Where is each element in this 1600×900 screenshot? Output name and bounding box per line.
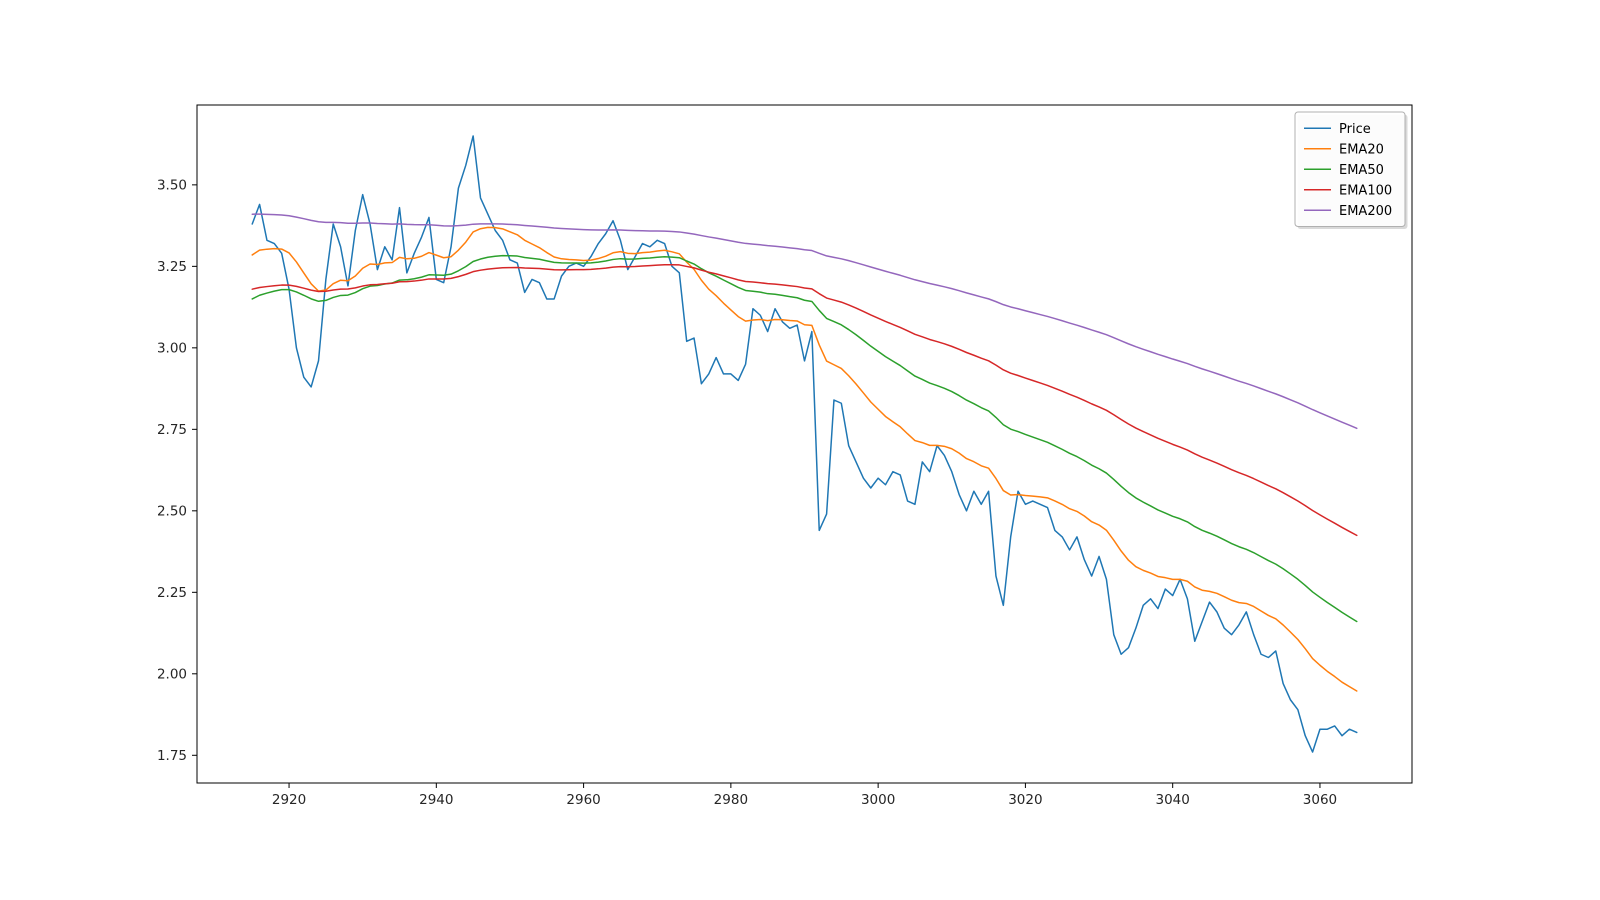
legend: Price EMA20 EMA50 EMA100 EMA200 — [1294, 111, 1408, 229]
y-tick-label: 3.50 — [157, 177, 187, 193]
series-line-EMA200 — [251, 213, 1358, 430]
x-tick-label: 3000 — [861, 792, 895, 808]
y-tick-label: 2.00 — [157, 666, 187, 682]
legend-label: Price — [1339, 122, 1371, 137]
y-tick-label: 2.75 — [157, 422, 187, 438]
legend-label: EMA100 — [1339, 183, 1392, 198]
legend-label: EMA200 — [1339, 204, 1392, 219]
legend-label: EMA50 — [1339, 163, 1384, 178]
y-tick-label: 3.25 — [157, 259, 187, 275]
x-tick-label: 2920 — [272, 792, 306, 808]
x-tick-label: 3040 — [1156, 792, 1190, 808]
series-line-Price — [251, 135, 1358, 753]
legend-item-EMA100: EMA100 — [1304, 183, 1392, 198]
legend-item-EMA50: EMA50 — [1304, 163, 1384, 178]
x-tick-label: 2980 — [714, 792, 748, 808]
series-line-EMA20 — [251, 226, 1358, 692]
plot-area — [196, 104, 1413, 784]
x-tick-label: 2960 — [566, 792, 600, 808]
y-tick-label: 1.75 — [157, 748, 187, 764]
y-tick-label: 2.50 — [157, 503, 187, 519]
series-line-EMA50 — [251, 254, 1358, 623]
series-line-EMA100 — [251, 263, 1358, 537]
legend-item-Price: Price — [1304, 122, 1371, 137]
x-tick-label: 2940 — [419, 792, 453, 808]
x-tick-label: 3020 — [1008, 792, 1042, 808]
legend-box — [1294, 111, 1406, 227]
legend-item-EMA20: EMA20 — [1304, 142, 1384, 157]
x-tick-label: 3060 — [1303, 792, 1337, 808]
y-tick-label: 2.25 — [157, 585, 187, 601]
y-tick-label: 3.00 — [157, 340, 187, 356]
legend-label: EMA20 — [1339, 142, 1384, 157]
legend-item-EMA200: EMA200 — [1304, 204, 1392, 219]
